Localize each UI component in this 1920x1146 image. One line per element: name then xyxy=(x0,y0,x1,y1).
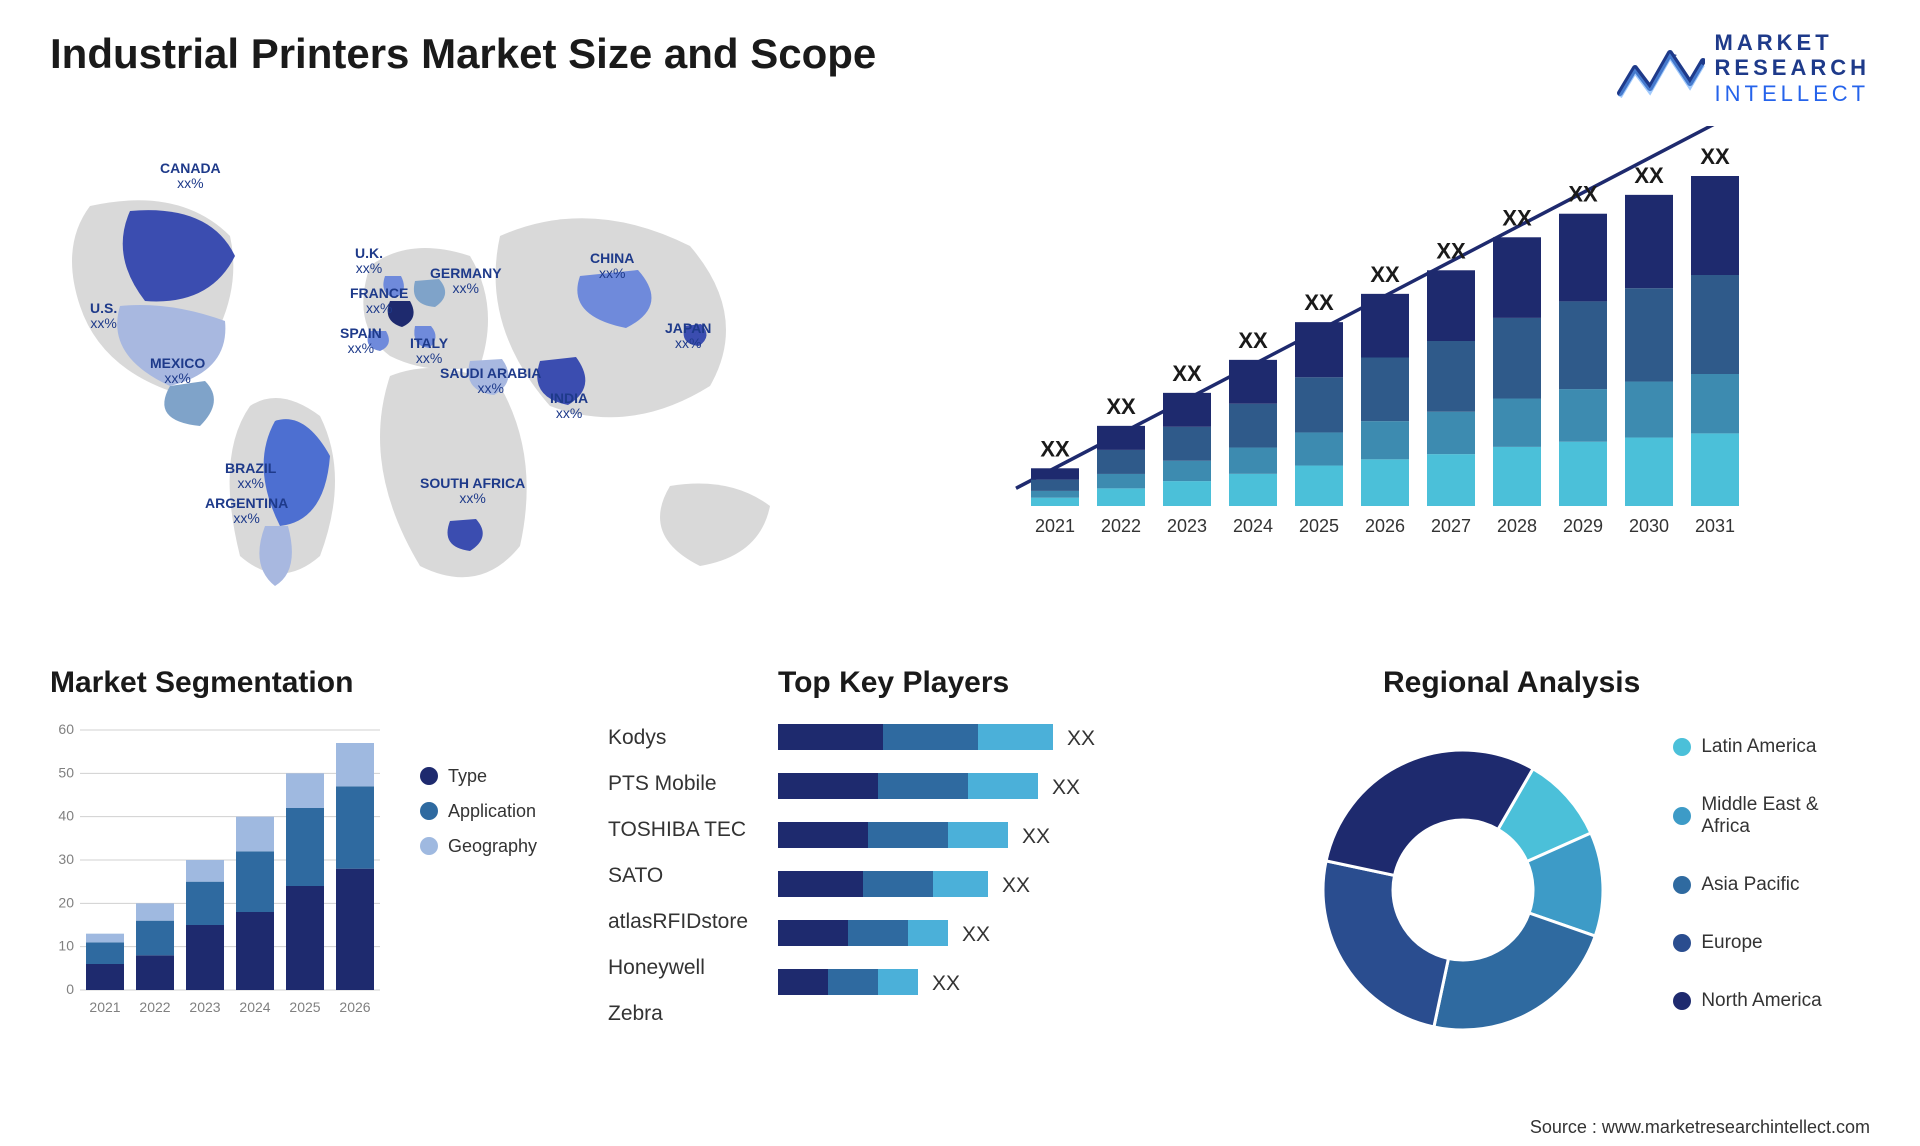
top-row: CANADAxx% U.S.xx% MEXICOxx% BRAZILxx% ARGENT… xyxy=(50,126,1870,626)
player-names-column: Kodys PTS Mobile TOSHIBA TEC SATO atlasRFIDs… xyxy=(608,720,778,1055)
players-chart: XX XX XX XX XX XX xyxy=(778,720,1218,1050)
page-title: Industrial Printers Market Size and Scop… xyxy=(50,30,876,78)
svg-text:2025: 2025 xyxy=(1299,516,1339,536)
svg-text:XX: XX xyxy=(1040,436,1070,461)
section-title-regional: Regional Analysis xyxy=(1283,666,1870,700)
svg-text:XX: XX xyxy=(1067,727,1095,750)
svg-text:XX: XX xyxy=(962,923,990,946)
player-name: atlasRFIDstore xyxy=(608,910,778,934)
legend-item-europe: Europe xyxy=(1673,932,1870,954)
svg-text:XX: XX xyxy=(1436,238,1466,263)
section-title-players: Top Key Players xyxy=(778,666,1253,700)
player-name: PTS Mobile xyxy=(608,772,778,796)
bottom-row: Market Segmentation 0 10 20 30 40 50 60 2021 202… xyxy=(50,666,1870,1106)
map-label-china: CHINAxx% xyxy=(590,251,634,282)
growth-chart-panel: XX 2021 XX 2022 XX 2023 XX 2024 XX 2025 XX 2026 XX 20… xyxy=(975,126,1870,626)
map-label-italy: ITALYxx% xyxy=(410,336,448,367)
header: Industrial Printers Market Size and Scop… xyxy=(50,30,1870,106)
legend-item-application: Application xyxy=(420,801,537,822)
world-map-panel: CANADAxx% U.S.xx% MEXICOxx% BRAZILxx% ARGENT… xyxy=(50,126,945,626)
svg-text:2022: 2022 xyxy=(139,999,170,1015)
svg-text:2024: 2024 xyxy=(239,999,270,1015)
map-label-germany: GERMANYxx% xyxy=(430,266,502,297)
svg-text:XX: XX xyxy=(1634,163,1664,188)
svg-text:XX: XX xyxy=(1370,262,1400,287)
market-segmentation-panel: Market Segmentation 0 10 20 30 40 50 60 2021 202… xyxy=(50,666,578,1106)
svg-text:50: 50 xyxy=(58,764,74,780)
svg-text:2023: 2023 xyxy=(189,999,220,1015)
svg-text:0: 0 xyxy=(66,981,74,997)
donut-legend: Latin America Middle East & Africa Asia Pa… xyxy=(1673,736,1870,1026)
map-label-mexico: MEXICOxx% xyxy=(150,356,205,387)
player-name: Honeywell xyxy=(608,956,778,980)
source-text: Source : www.marketresearchintellect.com xyxy=(1530,1117,1870,1138)
top-key-players-panel: Top Key Players Kodys PTS Mobile TOSHIBA T… xyxy=(608,666,1253,1106)
svg-text:2027: 2027 xyxy=(1431,516,1471,536)
svg-text:2030: 2030 xyxy=(1629,516,1669,536)
svg-text:XX: XX xyxy=(1304,290,1334,315)
svg-text:XX: XX xyxy=(1172,361,1202,386)
brand-logo: MARKET RESEARCH INTELLECT xyxy=(1615,30,1870,106)
map-label-u-k-: U.K.xx% xyxy=(355,246,383,277)
legend-item-type: Type xyxy=(420,766,537,787)
svg-text:XX: XX xyxy=(1106,394,1136,419)
segmentation-chart: 0 10 20 30 40 50 60 2021 2022 2023 2024 2025 2026 xyxy=(50,720,390,1020)
svg-text:XX: XX xyxy=(1238,328,1268,353)
map-label-japan: JAPANxx% xyxy=(665,321,711,352)
growth-chart: XX 2021 XX 2022 XX 2023 XX 2024 XX 2025 XX 2026 XX 20… xyxy=(975,126,1795,556)
map-label-india: INDIAxx% xyxy=(550,391,588,422)
legend-item-latin-america: Latin America xyxy=(1673,736,1870,758)
svg-text:2021: 2021 xyxy=(1035,516,1075,536)
section-title-segmentation: Market Segmentation xyxy=(50,666,578,700)
logo-text: MARKET RESEARCH INTELLECT xyxy=(1715,30,1870,106)
svg-text:XX: XX xyxy=(1002,874,1030,897)
svg-text:40: 40 xyxy=(58,808,74,824)
map-label-saudi-arabia: SAUDI ARABIAxx% xyxy=(440,366,541,397)
svg-text:XX: XX xyxy=(932,972,960,995)
map-label-south-africa: SOUTH AFRICAxx% xyxy=(420,476,525,507)
map-label-brazil: BRAZILxx% xyxy=(225,461,276,492)
map-label-france: FRANCExx% xyxy=(350,286,408,317)
donut-chart xyxy=(1283,720,1643,1040)
map-label-canada: CANADAxx% xyxy=(160,161,221,192)
legend-item-asia-pacific: Asia Pacific xyxy=(1673,874,1870,896)
svg-text:XX: XX xyxy=(1052,776,1080,799)
map-label-spain: SPAINxx% xyxy=(340,326,382,357)
svg-text:XX: XX xyxy=(1502,205,1532,230)
player-name: SATO xyxy=(608,864,778,888)
svg-text:XX: XX xyxy=(1568,182,1598,207)
svg-text:10: 10 xyxy=(58,938,74,954)
svg-text:2029: 2029 xyxy=(1563,516,1603,536)
legend-item-middle-east-africa: Middle East & Africa xyxy=(1673,794,1870,838)
legend-item-north-america: North America xyxy=(1673,990,1870,1012)
svg-text:2023: 2023 xyxy=(1167,516,1207,536)
svg-text:2031: 2031 xyxy=(1695,516,1735,536)
svg-text:2026: 2026 xyxy=(1365,516,1405,536)
svg-text:2026: 2026 xyxy=(339,999,370,1015)
player-name: TOSHIBA TEC xyxy=(608,818,778,842)
map-label-u-s-: U.S.xx% xyxy=(90,301,117,332)
logo-icon xyxy=(1615,33,1705,103)
legend-item-geography: Geography xyxy=(420,836,537,857)
svg-text:XX: XX xyxy=(1700,144,1730,169)
segmentation-legend: Type Application Geography xyxy=(420,766,537,871)
svg-text:2025: 2025 xyxy=(289,999,320,1015)
svg-text:2021: 2021 xyxy=(89,999,120,1015)
svg-text:60: 60 xyxy=(58,721,74,737)
svg-text:20: 20 xyxy=(58,894,74,910)
regional-analysis-panel: Regional Analysis Latin America Middle Ea… xyxy=(1283,666,1870,1106)
player-name: Zebra xyxy=(608,1002,778,1026)
svg-text:2022: 2022 xyxy=(1101,516,1141,536)
player-name: Kodys xyxy=(608,726,778,750)
svg-text:30: 30 xyxy=(58,851,74,867)
svg-text:2024: 2024 xyxy=(1233,516,1273,536)
svg-text:2028: 2028 xyxy=(1497,516,1537,536)
svg-text:XX: XX xyxy=(1022,825,1050,848)
map-label-argentina: ARGENTINAxx% xyxy=(205,496,288,527)
